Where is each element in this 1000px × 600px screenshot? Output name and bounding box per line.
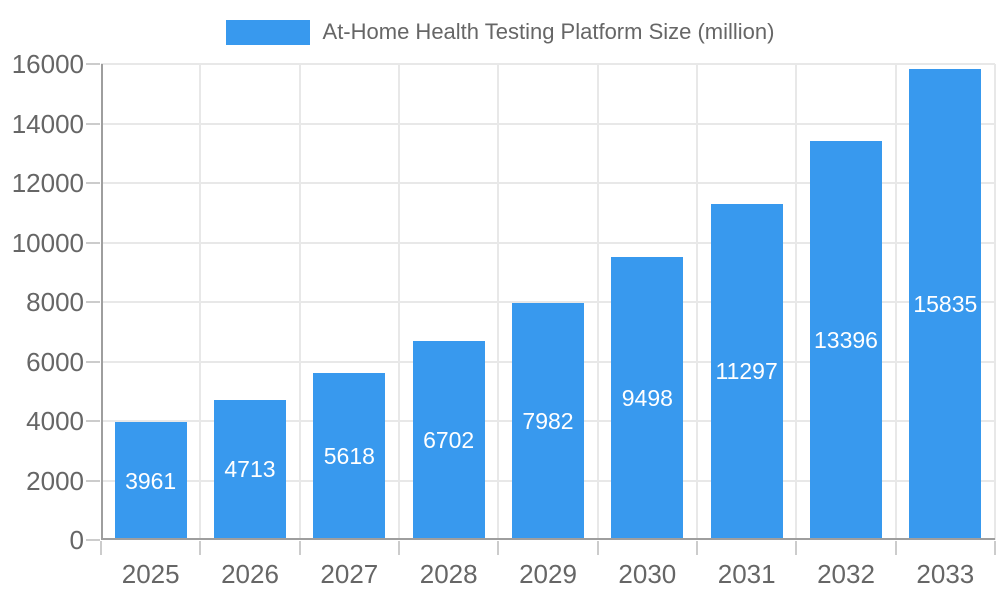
gridline-vertical <box>497 64 500 540</box>
x-axis-tick-label: 2028 <box>419 559 478 589</box>
x-axis-tick-label: 2029 <box>519 559 577 589</box>
y-axis-tick-label: 16000 <box>11 49 84 79</box>
bar: 15835 <box>909 68 982 540</box>
y-axis-tick-mark <box>86 301 100 303</box>
bar: 6702 <box>412 340 485 540</box>
gridline-vertical <box>994 64 996 540</box>
y-axis-tick-mark <box>86 122 100 125</box>
x-axis-tick-label: 2033 <box>916 559 975 589</box>
gridline-vertical <box>695 64 698 540</box>
bar-value-label: 9498 <box>621 385 673 412</box>
bar-value-label: 4713 <box>224 456 276 483</box>
x-axis-tick-label: 2031 <box>717 559 776 589</box>
bar: 13396 <box>810 141 882 540</box>
bar-value-label: 15835 <box>913 290 978 317</box>
bar-value-label: 5618 <box>323 442 375 469</box>
x-axis-tick-mark <box>100 541 102 555</box>
x-axis-tick-label: 2030 <box>618 559 677 589</box>
bar-value-label: 3961 <box>125 467 177 494</box>
y-axis-tick-mark <box>86 420 100 422</box>
x-axis-tick-mark <box>596 541 599 555</box>
bar: 3961 <box>114 422 187 540</box>
y-axis-tick-label: 14000 <box>11 108 84 139</box>
y-axis-tick-label: 10000 <box>11 227 84 258</box>
y-axis-tick-label: 2000 <box>26 465 84 496</box>
x-axis-tick-mark <box>994 541 996 555</box>
y-axis-tick-label: 6000 <box>26 346 84 377</box>
y-axis-tick-mark <box>86 182 100 184</box>
bar: 11297 <box>710 203 783 540</box>
gridline-vertical <box>298 64 301 540</box>
x-axis-tick-mark <box>695 541 698 555</box>
bar-value-label: 11297 <box>715 358 778 385</box>
legend-swatch-icon <box>225 19 310 45</box>
y-axis-tick-mark <box>86 539 100 541</box>
bar-value-label: 6702 <box>423 426 475 453</box>
gridline-vertical <box>795 64 798 540</box>
bar: 5618 <box>313 372 386 540</box>
gridline-horizontal <box>101 63 995 65</box>
y-axis-tick-label: 4000 <box>26 406 84 436</box>
gridline-horizontal <box>101 301 995 303</box>
y-axis-tick-label: 12000 <box>11 168 84 198</box>
bar: 4713 <box>213 399 286 540</box>
y-axis-tick-mark <box>86 63 100 65</box>
x-axis-tick-mark <box>894 541 897 555</box>
y-axis-line <box>101 64 103 540</box>
gridline-vertical <box>894 64 897 540</box>
x-axis-line <box>101 538 995 540</box>
x-axis-tick-label: 2032 <box>817 559 875 589</box>
x-axis-tick-mark <box>298 541 301 555</box>
plot-area: 16000 14000 12000 10000 8000 6000 4000 2000 0 39… <box>12 49 996 589</box>
x-axis-tick-label: 2025 <box>121 559 180 589</box>
y-axis-tick-label: 0 <box>69 525 84 555</box>
legend[interactable]: At-Home Health Testing Platform Size (mi… <box>0 17 1000 47</box>
bar: 9498 <box>611 257 684 540</box>
y-axis-tick-mark <box>86 360 100 363</box>
x-axis-tick-mark <box>397 541 400 555</box>
x-axis-tick-label: 2027 <box>320 559 379 589</box>
gridline-vertical <box>397 64 400 540</box>
gridline-horizontal <box>101 122 995 125</box>
bar-value-label: 13396 <box>814 327 878 354</box>
bar: 7982 <box>512 302 584 540</box>
gridline-horizontal <box>101 241 995 244</box>
y-axis-tick-mark <box>86 241 100 244</box>
gridline-vertical <box>199 64 202 540</box>
y-axis-tick-label: 8000 <box>26 287 84 317</box>
gridline-vertical <box>596 64 599 540</box>
x-axis-tick-mark <box>199 541 202 555</box>
x-axis-tick-label: 2026 <box>221 559 279 589</box>
x-axis-tick-mark <box>497 541 500 555</box>
x-axis-tick-mark <box>795 541 798 555</box>
legend-label: At-Home Health Testing Platform Size (mi… <box>322 19 775 44</box>
y-axis-tick-mark <box>86 479 100 482</box>
bar-value-label: 7982 <box>522 407 574 434</box>
gridline-horizontal <box>101 182 995 184</box>
